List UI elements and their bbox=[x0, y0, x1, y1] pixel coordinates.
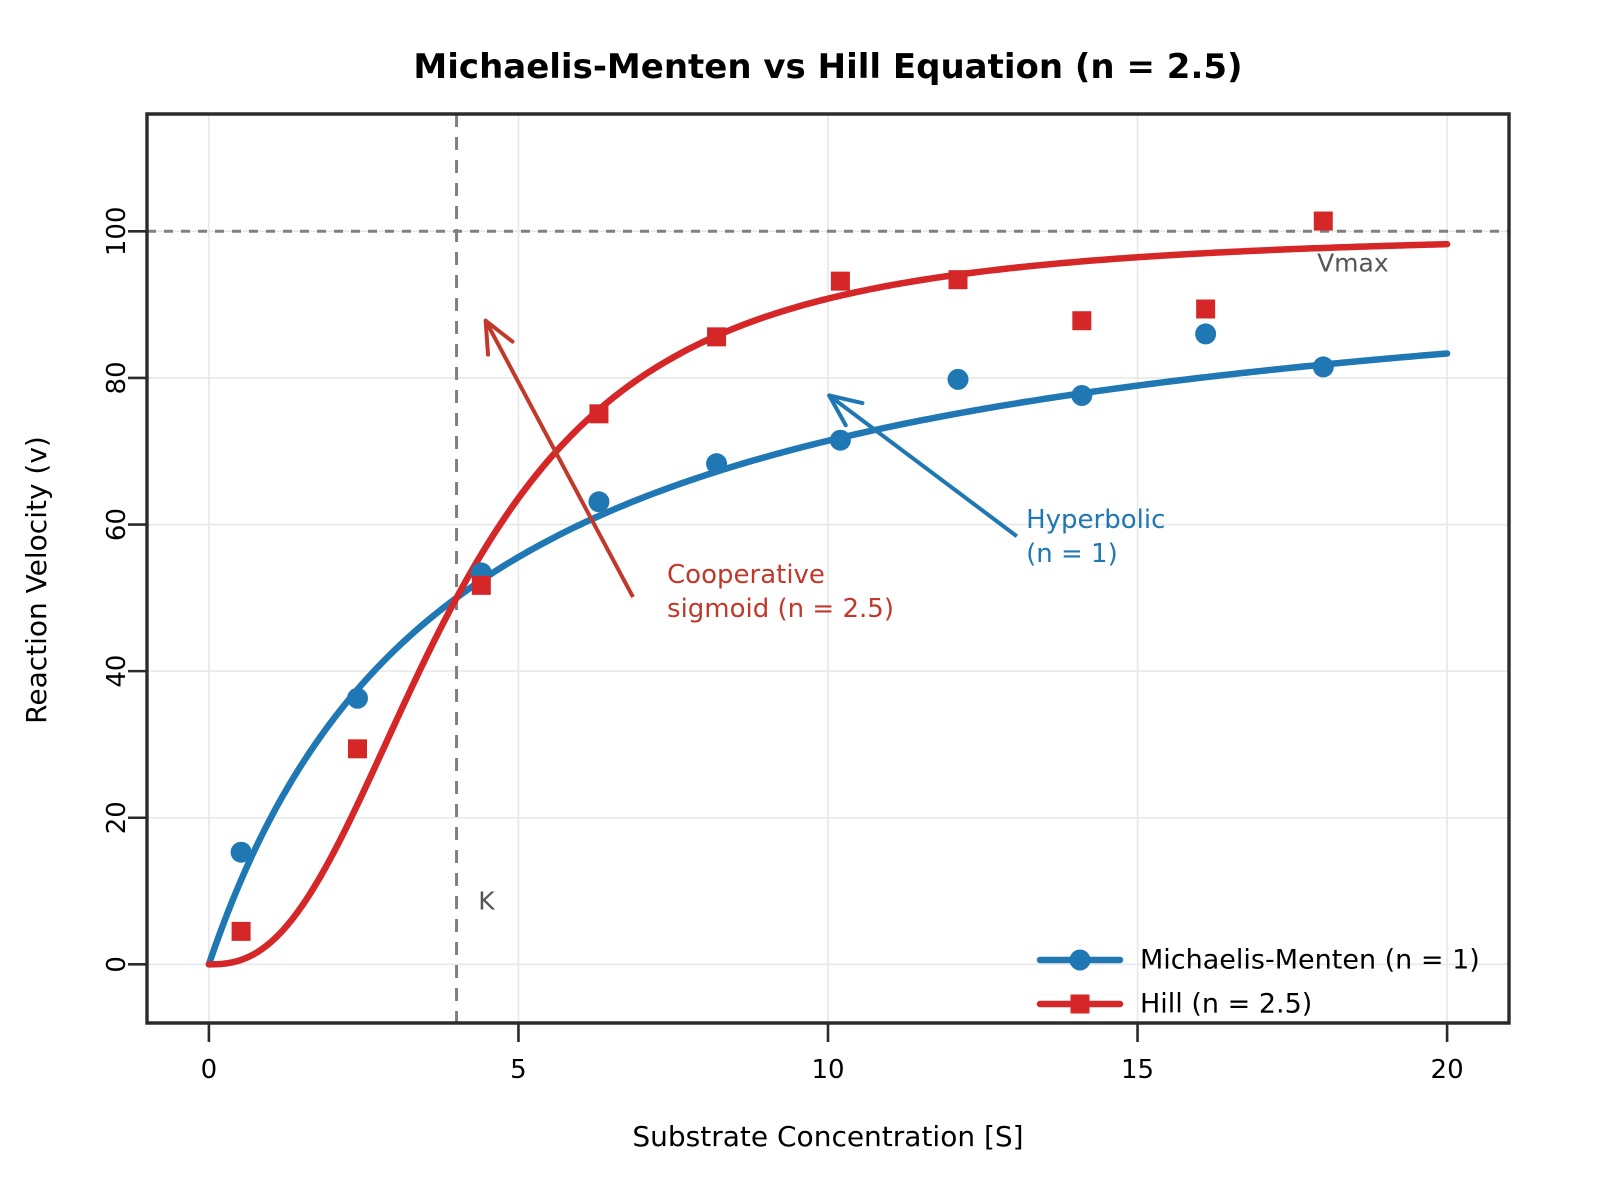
legend-entry-label: Hill (n = 2.5) bbox=[1140, 989, 1312, 1020]
data-point-marker bbox=[471, 575, 491, 595]
data-point-marker bbox=[706, 453, 728, 475]
curve-michaelis-menten bbox=[205, 350, 1451, 968]
chart-title: Michaelis-Menten vs Hill Equation (n = 2… bbox=[413, 47, 1242, 87]
plot-axes bbox=[145, 112, 1511, 1025]
legend-swatch-marker bbox=[1069, 949, 1091, 971]
data-point-marker bbox=[948, 270, 968, 290]
data-point-marker bbox=[347, 739, 367, 759]
data-point-marker bbox=[346, 687, 368, 709]
data-point-marker bbox=[707, 327, 727, 347]
annotation-arrow-head bbox=[483, 318, 491, 357]
annotation-arrow-head bbox=[483, 318, 515, 344]
plot-frame bbox=[145, 112, 1511, 1025]
fitted-curves bbox=[205, 240, 1451, 968]
data-point-marker bbox=[1196, 299, 1216, 319]
x-tick-label: 0 bbox=[201, 1055, 218, 1085]
data-point-marker bbox=[1312, 356, 1334, 378]
curve-hill bbox=[205, 240, 1451, 968]
reference-line-label-k: K bbox=[478, 886, 495, 915]
data-point-marker bbox=[947, 368, 969, 390]
annotations: Cooperative sigmoid (n = 2.5) Hyperbolic (n… bbox=[483, 318, 1165, 624]
legend-entry-label: Michaelis-Menten (n = 1) bbox=[1140, 945, 1480, 976]
annotation-arrow-line bbox=[483, 319, 635, 599]
reference-line-label-vmax: Vmax bbox=[1317, 249, 1389, 278]
y-axis-label: Reaction Velocity (v) bbox=[20, 436, 53, 724]
y-tick-label: 0 bbox=[102, 956, 132, 973]
data-point-marker bbox=[829, 429, 851, 451]
data-point-marker bbox=[1072, 311, 1092, 331]
chart-legend: Michaelis-Menten (n = 1) Hill (n = 2.5) bbox=[1036, 945, 1480, 1020]
y-tick-label: 100 bbox=[102, 206, 132, 256]
annotation-arrow-head bbox=[827, 393, 848, 428]
x-tick-label: 5 bbox=[510, 1055, 527, 1085]
x-tick-label: 10 bbox=[811, 1055, 844, 1085]
y-tick-label: 80 bbox=[102, 361, 132, 394]
y-tick-label: 40 bbox=[102, 655, 132, 688]
x-tick-label: 20 bbox=[1431, 1055, 1464, 1085]
y-tick-label: 20 bbox=[102, 801, 132, 834]
x-axis-label: Substrate Concentration [S] bbox=[632, 1120, 1023, 1153]
x-tick-label: 15 bbox=[1121, 1055, 1154, 1085]
data-point-marker bbox=[589, 404, 609, 424]
data-point-marker bbox=[1313, 211, 1333, 231]
axis-ticks: 0 5 10 15 20 0 20 40 60 80 100 bbox=[102, 206, 1464, 1085]
annotation-text-line-1: Cooperative bbox=[667, 560, 825, 590]
data-point-marker bbox=[231, 921, 251, 941]
legend-swatch-marker bbox=[1070, 994, 1090, 1014]
annotation-arrow-head bbox=[827, 393, 865, 406]
reference-lines: Vmax K bbox=[147, 114, 1509, 1023]
data-point-marker bbox=[588, 491, 610, 513]
annotation-text-line-1: Hyperbolic bbox=[1026, 505, 1165, 535]
annotation-text-line-2: sigmoid (n = 2.5) bbox=[667, 594, 894, 624]
data-points bbox=[230, 211, 1334, 941]
y-tick-label: 60 bbox=[102, 508, 132, 541]
data-point-marker bbox=[830, 271, 850, 291]
annotation-arrow-line bbox=[828, 393, 1019, 538]
annotation-text-line-2: (n = 1) bbox=[1026, 539, 1118, 569]
data-point-marker bbox=[1071, 384, 1093, 406]
data-point-marker bbox=[230, 841, 252, 863]
data-point-marker bbox=[1195, 323, 1217, 345]
